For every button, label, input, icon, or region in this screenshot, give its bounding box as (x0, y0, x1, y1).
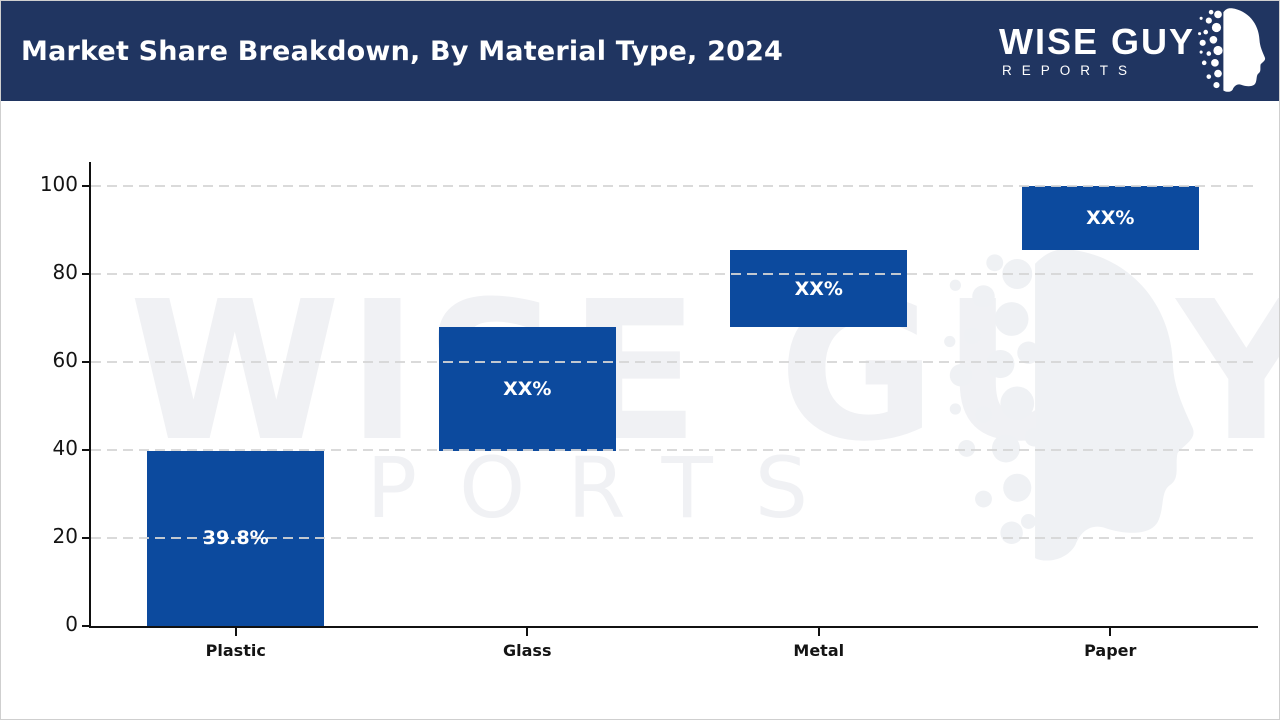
gridline-60 (91, 361, 1256, 363)
bar-value-label: XX% (1086, 207, 1135, 230)
gridline-80 (91, 273, 1256, 275)
y-tick-mark (82, 185, 90, 187)
watermark-head-icon (916, 239, 1216, 583)
x-tick-mark (1109, 628, 1112, 636)
x-tick-mark (526, 628, 529, 636)
x-axis (89, 626, 1258, 628)
y-tick-label: 40 (52, 436, 78, 460)
brand-name: WISE GUY (998, 21, 1195, 62)
x-tick-mark (234, 628, 237, 636)
x-tick-label: Metal (793, 641, 845, 660)
bar-value-label: 39.8% (202, 527, 269, 550)
gridline-40 (91, 449, 1256, 451)
x-tick-label: Paper (1084, 641, 1137, 660)
bar-paper (1021, 186, 1199, 251)
y-tick-label: 80 (52, 260, 78, 284)
y-tick-label: 0 (65, 612, 78, 636)
gridline-20 (91, 537, 1256, 539)
brand-subtitle: REPORTS (1001, 63, 1137, 78)
x-tick-mark (817, 628, 820, 636)
brand-text: WISE GUY REPORTS (998, 21, 1195, 79)
bar-value-label: XX% (794, 277, 843, 300)
y-tick-label: 60 (52, 348, 78, 372)
page-title: Market Share Breakdown, By Material Type… (21, 35, 784, 67)
y-tick-label: 100 (39, 172, 78, 196)
y-tick-mark (82, 537, 90, 539)
gridline-100 (91, 185, 1256, 187)
bar-glass (438, 326, 616, 451)
y-tick-mark (82, 449, 90, 451)
x-tick-label: Plastic (205, 641, 266, 660)
x-tick-label: Glass (503, 641, 552, 660)
y-tick-mark (82, 361, 90, 363)
head-dots-icon (1189, 6, 1267, 96)
bar-value-label: XX% (503, 377, 552, 400)
y-axis (89, 162, 91, 628)
y-tick-label: 20 (52, 524, 78, 548)
y-tick-mark (82, 625, 90, 627)
brand-logo: WISE GUY REPORTS (998, 6, 1279, 96)
y-tick-mark (82, 273, 90, 275)
bar-metal (730, 250, 908, 327)
header-bar: Market Share Breakdown, By Material Type… (1, 1, 1279, 101)
